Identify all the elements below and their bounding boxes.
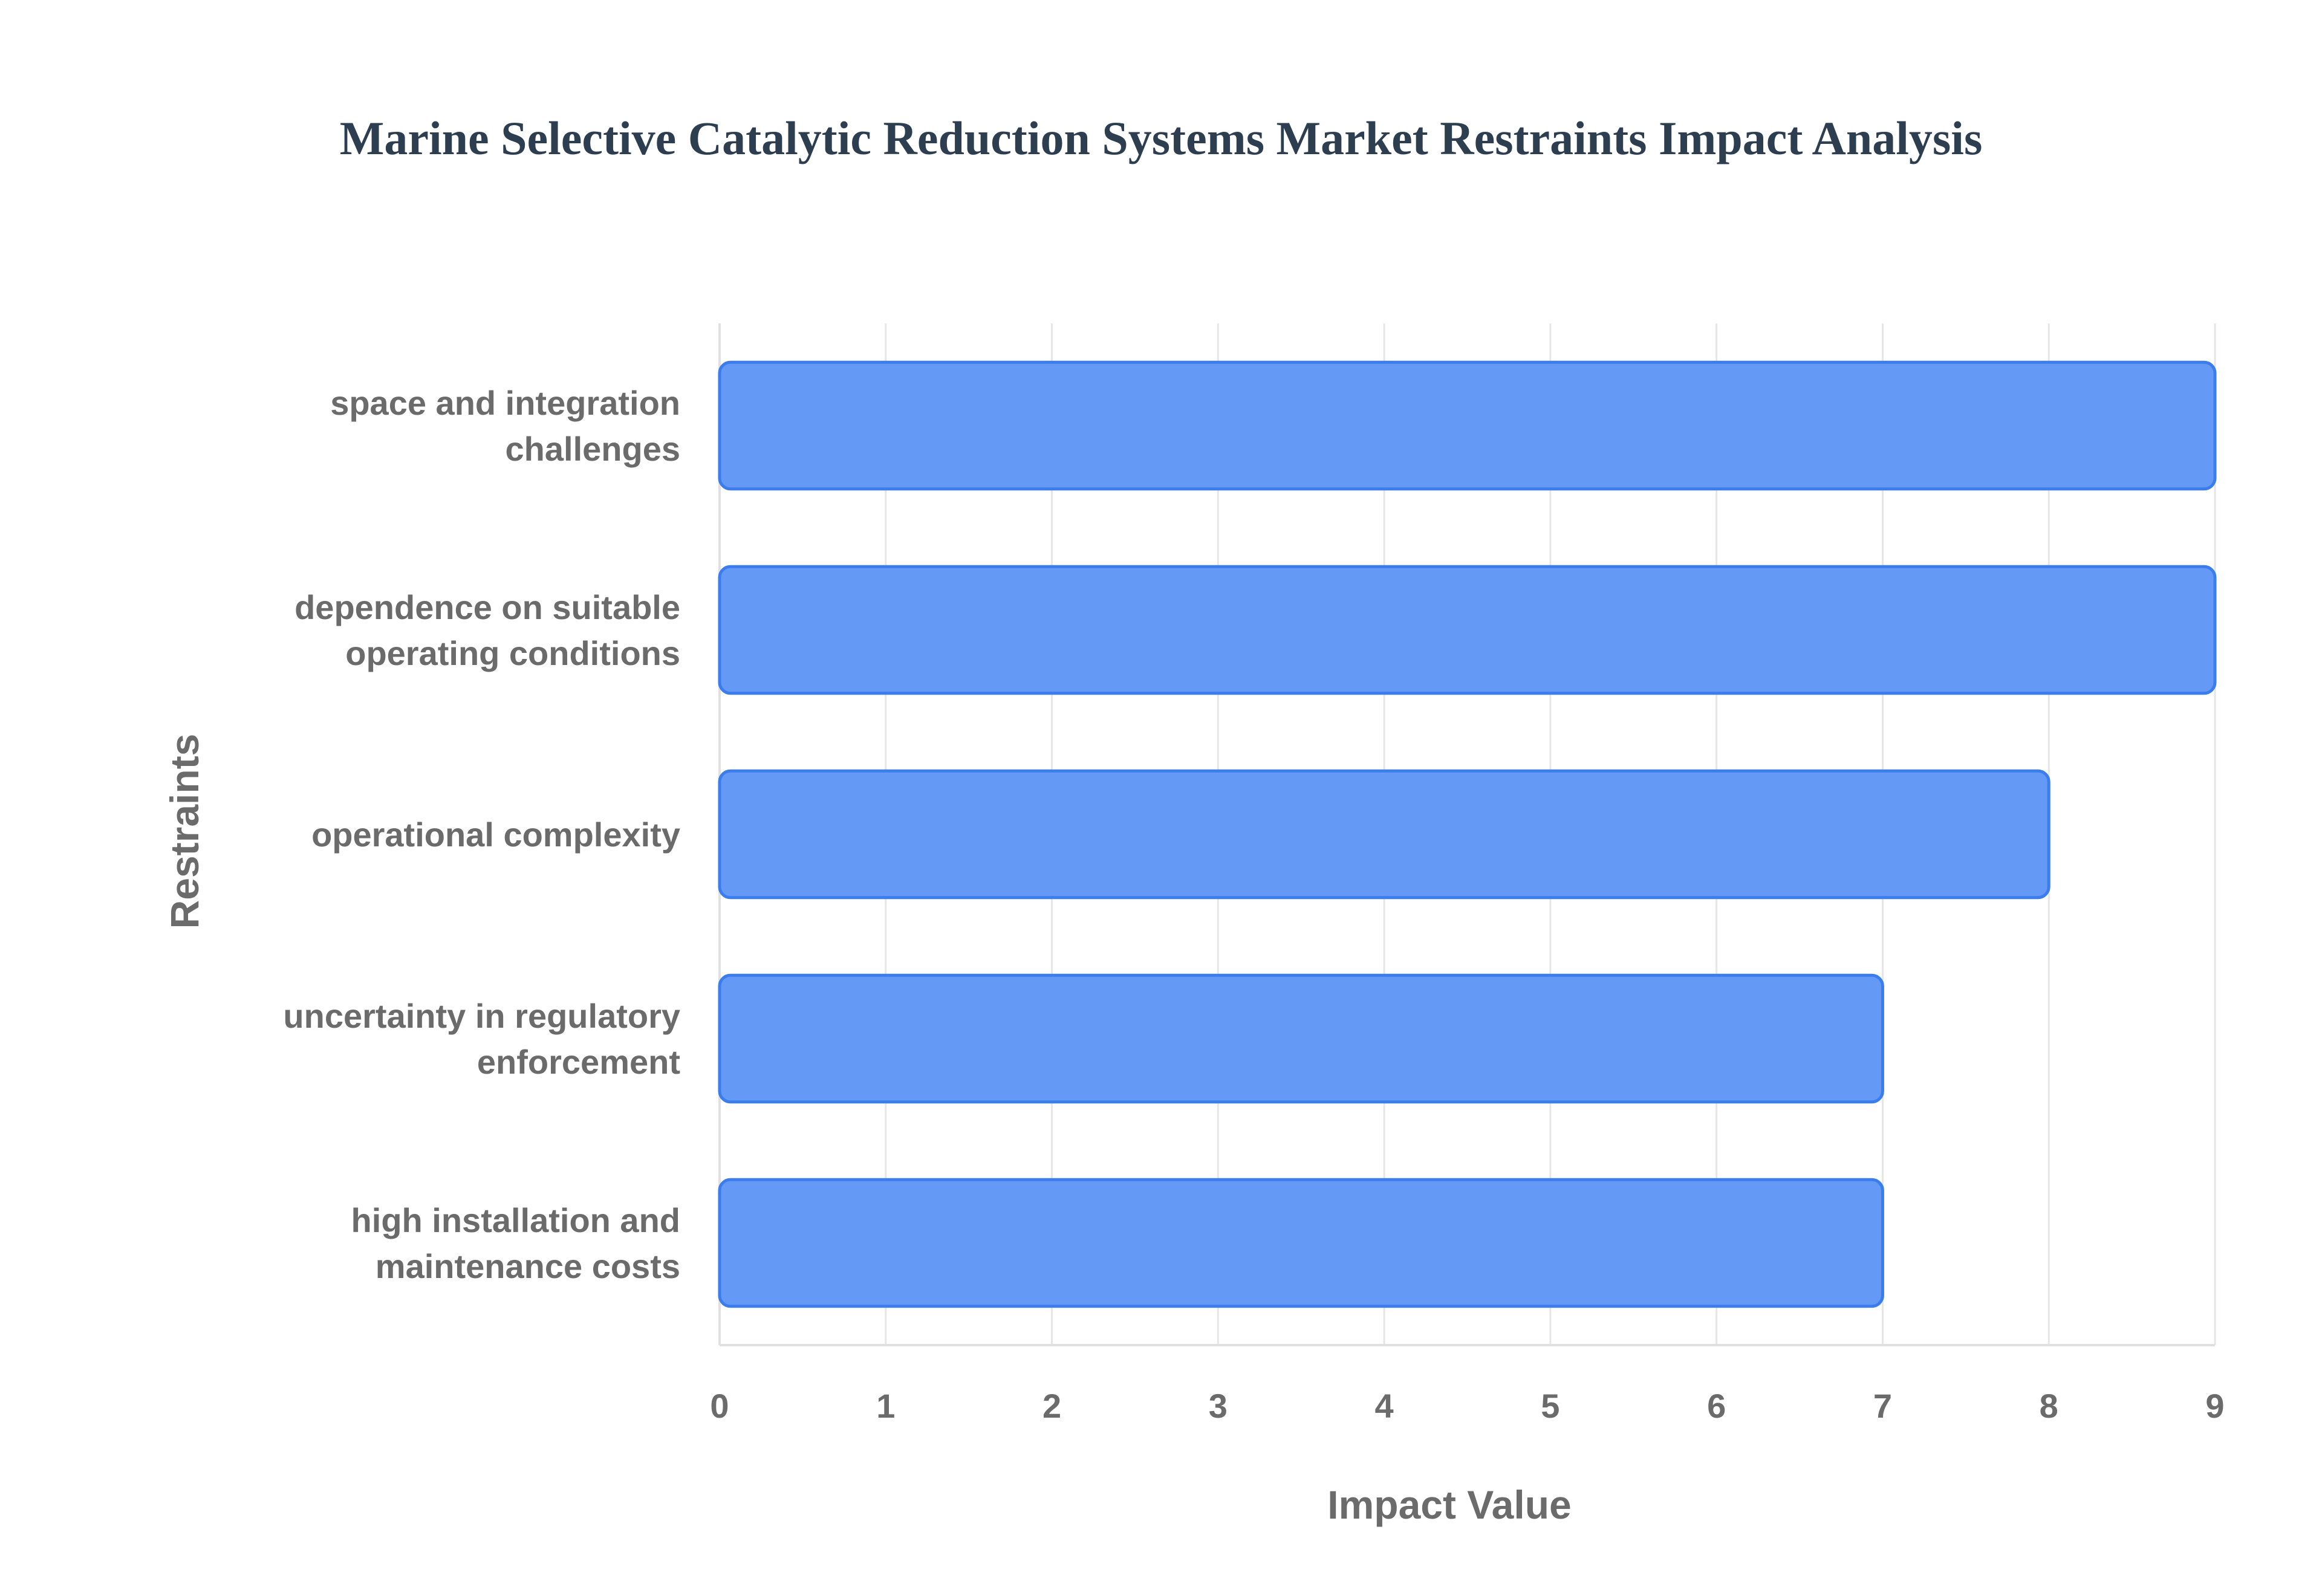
x-tick-label: 3	[1209, 1387, 1228, 1425]
x-tick-label: 6	[1707, 1387, 1726, 1425]
bars	[718, 360, 2217, 1308]
bar	[718, 769, 2050, 900]
x-tick-label: 1	[876, 1387, 895, 1425]
category-label: dependence on suitable	[294, 588, 680, 626]
category-label: maintenance costs	[376, 1247, 680, 1285]
y-axis-categories: space and integration challenges dependenc…	[283, 384, 680, 1285]
x-tick-label: 8	[2040, 1387, 2058, 1425]
category-label: challenges	[506, 430, 680, 468]
x-tick-label: 2	[1042, 1387, 1061, 1425]
category-label: high installation and	[351, 1201, 680, 1239]
x-axis-ticks: 0 1 2 3 4 5 6 7 8 9	[710, 1387, 2224, 1425]
x-tick-label: 7	[1873, 1387, 1892, 1425]
x-axis-title: Impact Value	[1327, 1482, 1572, 1527]
x-tick-label: 0	[710, 1387, 729, 1425]
chart-title: Marine Selective Catalytic Reduction Sys…	[340, 112, 1983, 164]
x-tick-label: 4	[1375, 1387, 1394, 1425]
category-label: operational complexity	[311, 816, 680, 854]
bar	[718, 360, 2217, 491]
x-tick-label: 5	[1541, 1387, 1559, 1425]
category-label: enforcement	[477, 1043, 680, 1081]
category-label: space and integration	[330, 384, 680, 422]
bar	[718, 565, 2217, 695]
y-axis-title: Restraints	[162, 734, 207, 929]
x-tick-label: 9	[2205, 1387, 2224, 1425]
bar	[718, 973, 1884, 1104]
category-label: operating conditions	[345, 634, 680, 672]
bar	[718, 1178, 1884, 1308]
category-label: uncertainty in regulatory	[283, 997, 680, 1035]
